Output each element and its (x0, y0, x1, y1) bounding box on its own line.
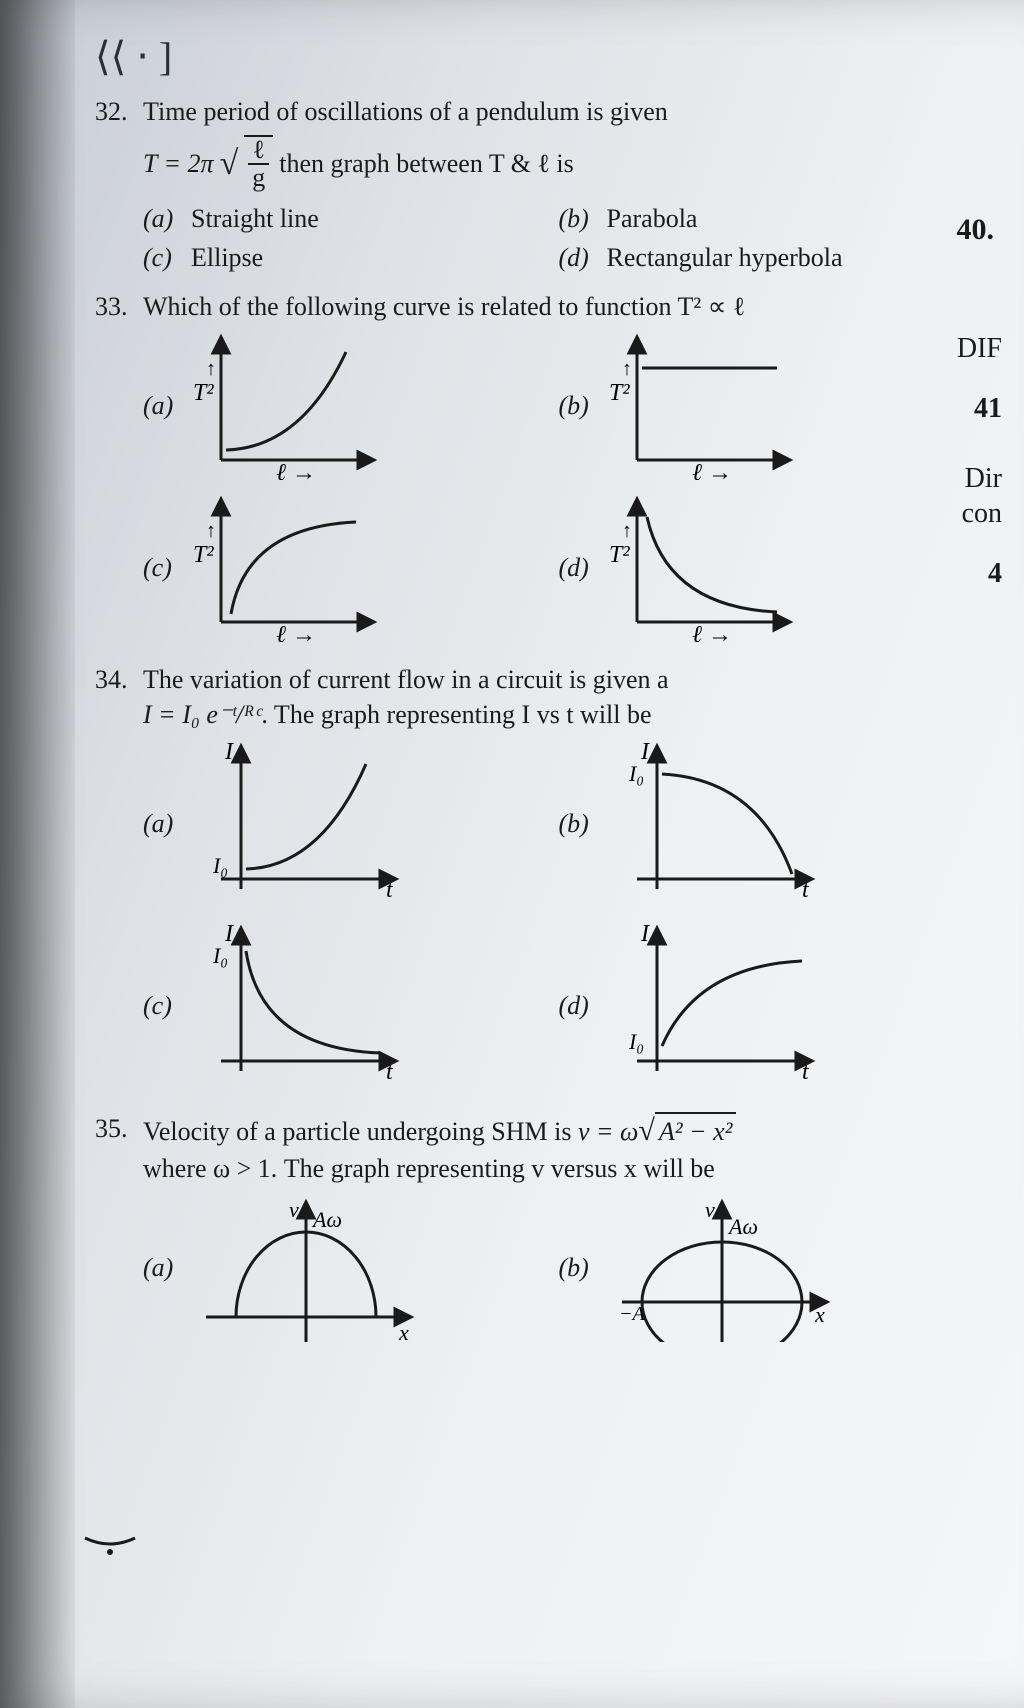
options: (a)Straight line (b)Parabola (c)Ellipse … (143, 199, 974, 277)
question-body: Time period of oscillations of a pendulu… (143, 94, 974, 277)
svg-text:I: I (224, 739, 234, 765)
diagram-option-b: (b) I I₀ t (559, 733, 975, 915)
margin-text-dir: Dir (965, 460, 1002, 498)
svg-text:T²: T² (193, 542, 214, 568)
svg-text:ℓ →: ℓ → (276, 460, 316, 480)
sqrt-contents: ℓ g (244, 135, 273, 191)
svg-text:↑: ↑ (622, 358, 632, 380)
diagram-grid: (a) I I₀ t (143, 733, 974, 1097)
chart-c: T² ↑ ℓ → (191, 492, 381, 642)
margin-number-41: 41 (974, 390, 1002, 428)
diagram-option-b: (b) v Aω −A x (559, 1186, 975, 1348)
chart-c: I I₀ t (191, 921, 401, 1091)
svg-text:v: v (705, 1197, 715, 1222)
svg-text:T²: T² (609, 380, 630, 406)
underline-mark (80, 1530, 140, 1560)
question-text-a: The variation of current flow in a circu… (143, 665, 669, 694)
question-number: 35. (95, 1111, 143, 1349)
svg-text:x: x (398, 1320, 409, 1342)
fraction: ℓ g (248, 137, 269, 191)
svg-text:t: t (386, 877, 394, 903)
question-number: 32. (95, 94, 143, 277)
chart-a: T² ↑ ℓ → (191, 330, 381, 480)
sqrt-contents: A² − x² (655, 1112, 737, 1149)
question-number: 33. (95, 289, 143, 648)
option-b: (b)Parabola (559, 199, 975, 238)
question-text-a: Velocity of a particle undergoing SHM is (143, 1117, 578, 1146)
diagram-grid: (a) T² ↑ ℓ → (143, 324, 974, 648)
chart-a: v Aω x (191, 1192, 421, 1342)
svg-text:t: t (386, 1059, 394, 1085)
chart-b: I I₀ t (607, 739, 817, 909)
chart-b: v Aω −A x (607, 1192, 837, 1342)
diagram-option-d: (d) I I₀ t (559, 915, 975, 1097)
question-text-b: then graph between T & ℓ is (279, 146, 574, 181)
question-text-b: where ω > 1. The graph representing v ve… (143, 1151, 974, 1186)
question-text-b: . The graph representing I vs t will be (261, 700, 651, 729)
svg-text:t: t (802, 1059, 810, 1085)
option-c: (c)Ellipse (143, 238, 559, 277)
margin-number-40: 40. (957, 210, 995, 251)
svg-text:T²: T² (609, 542, 630, 568)
option-d: (d)Rectangular hyperbola (559, 238, 975, 277)
svg-text:I₀: I₀ (212, 943, 228, 968)
question-34: 34. The variation of current flow in a c… (95, 662, 974, 1096)
svg-text:I₀: I₀ (628, 761, 644, 786)
svg-text:ℓ →: ℓ → (692, 460, 732, 480)
svg-text:↑: ↑ (206, 358, 216, 380)
page: ⟨⟨ ⋅ ] 32. Time period of oscillations o… (0, 0, 1024, 1708)
diagram-option-a: (a) T² ↑ ℓ → (143, 324, 559, 486)
margin-text-dif: DIF (957, 330, 1002, 368)
svg-text:x: x (814, 1302, 825, 1327)
diagram-option-c: (c) T² ↑ ℓ → (143, 486, 559, 648)
question-body: Velocity of a particle undergoing SHM is… (143, 1111, 974, 1349)
formula: I = I₀ e⁻ᵗ/ᴿᶜ (143, 700, 261, 729)
question-body: Which of the following curve is related … (143, 289, 974, 648)
svg-text:↑: ↑ (206, 520, 216, 542)
svg-text:ℓ →: ℓ → (276, 622, 316, 642)
margin-text-con: con (962, 495, 1002, 533)
question-33: 33. Which of the following curve is rela… (95, 289, 974, 648)
question-text: Time period of oscillations of a pendulu… (143, 94, 974, 129)
chart-d: T² ↑ ℓ → (607, 492, 797, 642)
svg-text:I₀: I₀ (628, 1029, 644, 1054)
svg-text:ℓ →: ℓ → (692, 622, 732, 642)
question-number: 34. (95, 662, 143, 1096)
svg-text:I: I (640, 921, 650, 947)
question-body: The variation of current flow in a circu… (143, 662, 974, 1096)
chart-d: I I₀ t (607, 921, 817, 1091)
question-text: Which of the following curve is related … (143, 292, 745, 321)
svg-text:v: v (289, 1197, 299, 1222)
svg-text:↑: ↑ (622, 520, 632, 542)
fraction-denominator: g (248, 165, 269, 191)
fraction-numerator: ℓ (248, 137, 269, 165)
question-35: 35. Velocity of a particle undergoing SH… (95, 1111, 974, 1349)
svg-text:t: t (802, 877, 810, 903)
diagram-option-a: (a) v Aω x (143, 1186, 559, 1348)
svg-text:T²: T² (193, 380, 214, 406)
diagram-option-a: (a) I I₀ t (143, 733, 559, 915)
chart-a: I I₀ t (191, 739, 401, 909)
svg-text:Aω: Aω (311, 1207, 342, 1232)
option-a: (a)Straight line (143, 199, 559, 238)
question-32: 32. Time period of oscillations of a pen… (95, 94, 974, 277)
diagram-grid: (a) v Aω x (143, 1186, 974, 1348)
diagram-option-b: (b) T² ↑ ℓ → (559, 324, 975, 486)
svg-text:−A: −A (619, 1303, 645, 1325)
diagram-option-c: (c) I I₀ t (143, 915, 559, 1097)
diagram-option-d: (d) T² ↑ ℓ → (559, 486, 975, 648)
handwriting-annotation: ⟨⟨ ⋅ ] (95, 30, 974, 84)
formula-prefix: T = 2π (143, 146, 214, 181)
chart-b: T² ↑ ℓ → (607, 330, 797, 480)
svg-text:Aω: Aω (727, 1214, 758, 1239)
svg-text:I₀: I₀ (212, 853, 228, 878)
margin-text-4: 4 (988, 555, 1002, 593)
